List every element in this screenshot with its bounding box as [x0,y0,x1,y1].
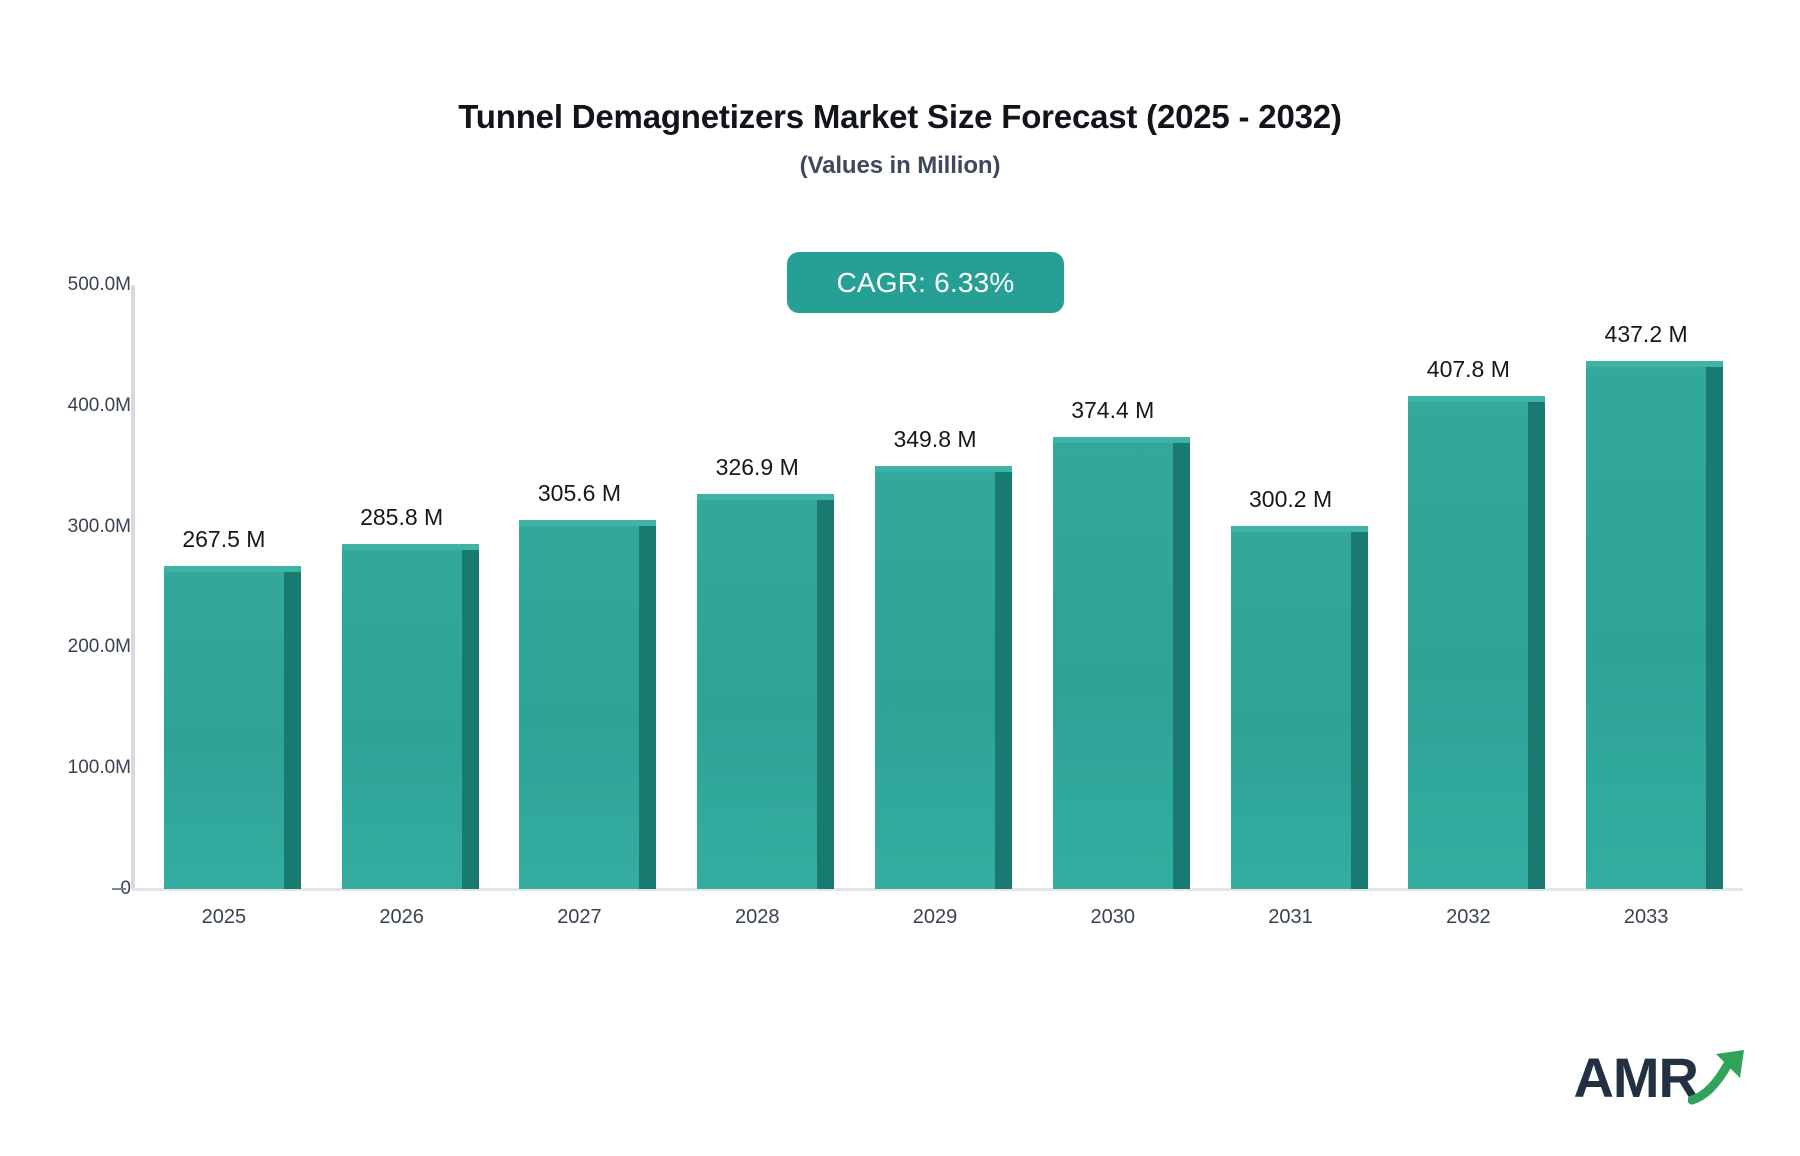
bar-top-face [1408,396,1546,403]
bar-value-label: 374.4 M [1071,396,1155,423]
x-axis-line [131,888,1743,891]
x-axis-tick-label: 2026 [379,906,424,928]
bar-group: 349.8 M 2029 [875,0,1012,1156]
bar-side-face [1528,402,1546,889]
bars-layer: 267.5 M 2025 285.8 M 2026 305.6 M 2027 326.9 M… [135,0,1735,1156]
bar-front-face[interactable] [1052,436,1173,889]
amr-logo: AMR [1573,1046,1752,1106]
bar-top-face [1586,360,1724,367]
bar-top-face [697,494,835,501]
y-axis-tick-label: 100.0M [67,757,131,779]
bar-top-face [519,519,657,526]
bar-value-label: 349.8 M [893,426,977,453]
bar-top-face [875,466,1012,473]
bar-front-face[interactable] [519,519,640,889]
x-axis-tick-label: 2031 [1268,906,1313,928]
y-axis-tick-label: 400.0M [67,394,131,416]
bar-side-face [995,472,1012,889]
bar-front-face[interactable] [341,543,462,889]
bar-value-label: 305.6 M [537,479,621,506]
x-axis-tick-label: 2027 [557,906,602,928]
bar-side-face [1172,442,1190,889]
bar-side-face [1350,532,1368,889]
chart-header: Tunnel Demagnetizers Market Size Forecas… [0,0,1800,180]
x-axis-tick-label: 2033 [1623,906,1669,928]
bar-front-face[interactable] [697,494,818,889]
bar-group: 300.2 M 2031 [1230,0,1368,1156]
bar-front-face[interactable] [875,466,995,889]
bar-front-face[interactable] [1230,526,1351,889]
bar-group: 407.8 M 2032 [1408,0,1546,1156]
y-axis-line [131,285,135,889]
bar-side-face [1706,366,1724,889]
bar-group: 326.9 M 2028 [697,0,835,1156]
bar-front-face[interactable] [1586,360,1707,889]
cagr-badge-label: CAGR: 6.33% [836,266,1015,298]
bar-value-label: 300.2 M [1248,486,1333,513]
x-axis-tick-label: 2029 [912,906,958,928]
x-axis-tick-label: 2032 [1446,906,1491,928]
amr-logo-text: AMR [1573,1046,1699,1109]
y-axis-zero-tick [112,888,126,890]
bar-group: 437.2 M 2033 [1586,0,1724,1156]
bar-value-label: 407.8 M [1426,356,1510,383]
x-axis-tick-label: 2030 [1090,906,1136,928]
bar-side-face [283,571,301,889]
cagr-badge: CAGR: 6.33% [787,252,1064,313]
bar-group: 374.4 M 2030 [1052,0,1190,1156]
bar-group: 267.5 M 2025 [163,0,301,1156]
bar-value-label: 437.2 M [1604,320,1688,347]
chart-subtitle: (Values in Million) [799,151,1001,179]
bar-side-face [639,525,657,889]
y-axis-tick-label: 300.0M [67,515,131,537]
bar-front-face[interactable] [163,565,284,889]
bar-side-face [817,500,835,889]
bar-side-face [461,549,479,889]
bar-group: 285.8 M 2026 [341,0,479,1156]
bar-value-label: 326.9 M [715,454,799,481]
bar-value-label: 285.8 M [360,503,444,530]
bar-top-face [1052,436,1190,443]
x-axis-tick-label: 2025 [201,906,247,928]
x-axis-tick-label: 2028 [734,906,780,928]
bar-front-face[interactable] [1408,396,1529,889]
growth-arrow-icon [1687,1046,1752,1106]
y-axis-tick-label: 200.0M [67,636,131,658]
y-axis-tick-label: 500.0M [67,274,131,295]
bar-group: 305.6 M 2027 [519,0,657,1156]
page-title: Tunnel Demagnetizers Market Size Forecas… [458,98,1342,135]
bar-value-label: 267.5 M [182,525,266,552]
bar-top-face [1230,526,1368,533]
bar-top-face [341,543,479,550]
bar-top-face [163,565,301,572]
